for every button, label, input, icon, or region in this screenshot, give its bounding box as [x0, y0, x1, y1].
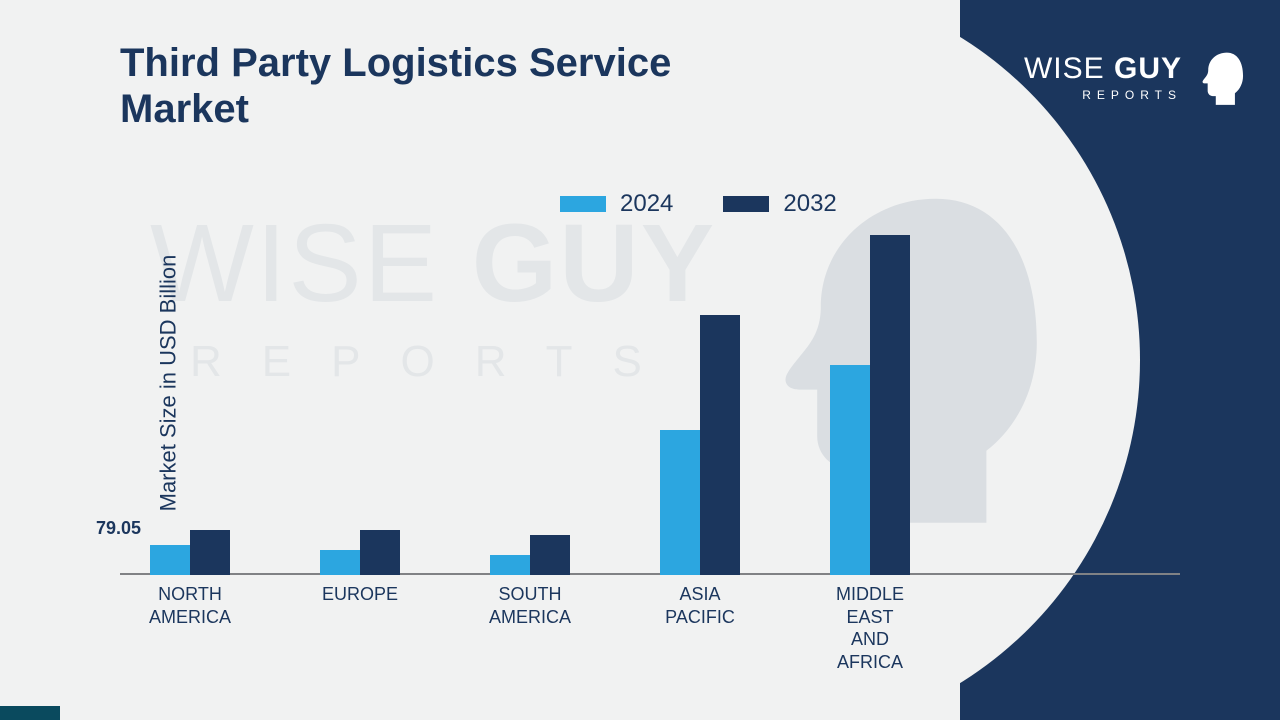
logo-wise: WISE: [1024, 52, 1105, 85]
logo-guy: GUY: [1114, 52, 1182, 85]
bar-group: [320, 530, 400, 575]
bar-series-b: [190, 530, 230, 575]
bar-series-a: [320, 550, 360, 575]
logo-reports: REPORTS: [1082, 88, 1182, 102]
x-axis-line: [120, 573, 1180, 575]
legend-item-2024: 2024: [560, 190, 673, 218]
bar-series-b: [360, 530, 400, 575]
y-axis-label: Market Size in USD Billion: [155, 255, 181, 512]
logo-head-icon: [1192, 48, 1250, 106]
bar-series-b: [870, 235, 910, 575]
chart-title: Third Party Logistics Service Market: [120, 40, 740, 132]
legend-swatch-2024: [560, 196, 606, 212]
legend-label-2032: 2032: [783, 190, 836, 218]
bottom-accent-bar: [0, 706, 60, 720]
category-label: MIDDLEEASTANDAFRICA: [800, 583, 940, 673]
bar-group: [150, 530, 230, 575]
bar-group: [830, 235, 910, 575]
legend: 2024 2032: [560, 190, 837, 218]
category-label: NORTHAMERICA: [120, 583, 260, 628]
bar-group: [490, 535, 570, 575]
legend-label-2024: 2024: [620, 190, 673, 218]
legend-item-2032: 2032: [723, 190, 836, 218]
category-label: EUROPE: [290, 583, 430, 606]
bar-series-a: [660, 430, 700, 575]
category-label: ASIAPACIFIC: [630, 583, 770, 628]
legend-swatch-2032: [723, 196, 769, 212]
bar-series-b: [530, 535, 570, 575]
brand-logo: WISE GUY REPORTS: [1024, 48, 1250, 106]
bar-series-a: [490, 555, 530, 575]
category-label: SOUTHAMERICA: [460, 583, 600, 628]
bar-series-b: [700, 315, 740, 575]
bar-group: [660, 315, 740, 575]
bar-series-a: [830, 365, 870, 575]
bar-chart: NORTHAMERICA79.05EUROPESOUTHAMERICAASIAP…: [120, 225, 960, 575]
bar-series-a: [150, 545, 190, 575]
bar-value-label: 79.05: [96, 518, 141, 539]
